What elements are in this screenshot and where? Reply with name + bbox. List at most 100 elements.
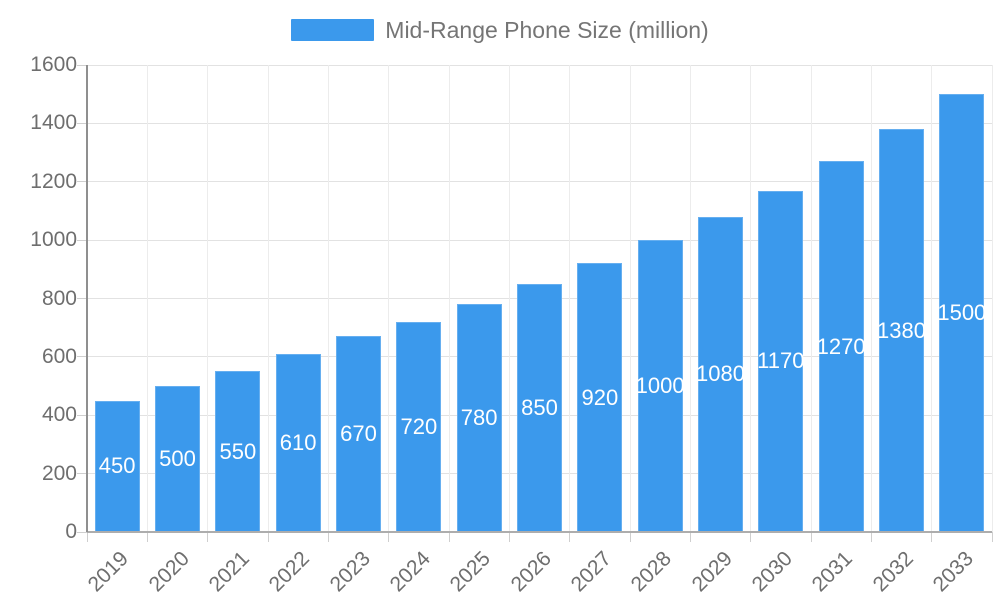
x-axis-label-text: 2033 [928, 547, 979, 597]
bar-2024[interactable] [396, 321, 442, 532]
x-axis-tick [86, 532, 88, 542]
x-axis-label-text: 2030 [747, 547, 798, 597]
y-axis-label: 600 [41, 344, 77, 368]
y-axis-label: 0 [65, 520, 77, 543]
v-gridline [689, 65, 691, 532]
bar-value-label: 1270 [816, 333, 866, 359]
v-gridline [207, 65, 209, 532]
y-axis-tick [77, 414, 87, 416]
x-axis-tick [810, 532, 812, 542]
bar-value-label: 1000 [635, 373, 685, 399]
v-gridline [569, 65, 571, 532]
bar-value-label: 1500 [937, 300, 987, 326]
bar-2021[interactable] [215, 371, 261, 532]
v-gridline [870, 65, 872, 532]
plot-area: 0 200 400 600 800 1000 1200 1400 1600 450 2019 500 2… [30, 54, 993, 596]
x-axis-label-text: 2026 [506, 547, 556, 597]
x-axis-label-text: 2022 [265, 547, 315, 597]
y-axis-tick [77, 239, 87, 241]
x-axis-tick [508, 532, 510, 542]
y-axis-line [86, 65, 88, 532]
bar-2031[interactable] [818, 161, 864, 532]
x-axis-tick [267, 532, 269, 542]
bar-2032[interactable] [879, 129, 924, 532]
h-gridline [87, 64, 992, 66]
x-axis-label-text: 2025 [446, 547, 496, 597]
bar-value-label: 1380 [877, 317, 926, 343]
bar-2023[interactable] [336, 336, 381, 532]
legend-label: Mid-Range Phone Size (million) [385, 16, 709, 43]
y-axis-label: 1200 [30, 169, 77, 193]
bar-2033[interactable] [939, 94, 985, 532]
v-gridline [267, 65, 269, 532]
y-axis-tick [77, 181, 87, 183]
x-axis-tick [569, 532, 571, 542]
x-axis-label-text: 2023 [325, 547, 375, 597]
x-axis-label-text: 2029 [687, 547, 737, 597]
y-axis-label: 200 [41, 461, 77, 485]
bar-value-label: 610 [279, 429, 317, 455]
bar-2030[interactable] [758, 190, 804, 532]
x-axis-tick [991, 532, 993, 542]
x-axis-tick [750, 532, 752, 542]
y-axis-tick [77, 64, 87, 66]
v-gridline [388, 65, 390, 532]
x-axis-tick [689, 532, 691, 542]
x-axis-label-text: 2024 [385, 547, 436, 597]
bar-2020[interactable] [155, 386, 200, 532]
x-axis-label-text: 2031 [808, 547, 858, 597]
legend[interactable]: Mid-Range Phone Size (million) [0, 14, 1000, 46]
x-axis-tick [327, 532, 329, 542]
bar-value-label: 720 [400, 413, 438, 439]
bar-2027[interactable] [577, 263, 623, 532]
bar-value-label: 450 [98, 453, 136, 479]
x-axis-label-text: 2019 [84, 547, 134, 597]
y-axis-tick [77, 531, 87, 533]
v-gridline [629, 65, 631, 532]
v-gridline [146, 65, 148, 532]
y-axis-tick [77, 473, 87, 475]
x-axis-tick [448, 532, 450, 542]
v-gridline [991, 65, 993, 532]
x-axis-tick [629, 532, 631, 542]
h-gridline [87, 239, 992, 241]
x-axis-line [87, 531, 992, 533]
bar-value-label: 550 [219, 438, 257, 464]
bar-2019[interactable] [94, 400, 140, 532]
y-axis-tick [77, 298, 87, 299]
bar-value-label: 1170 [757, 348, 805, 374]
v-gridline [508, 65, 510, 532]
x-axis-tick [388, 532, 390, 542]
bar-value-label: 500 [159, 446, 196, 472]
x-axis-label-text: 2020 [144, 547, 194, 597]
y-axis-label: 1600 [30, 53, 77, 76]
y-axis-label: 1000 [30, 228, 77, 252]
bar-value-label: 780 [460, 405, 498, 431]
bar-2029[interactable] [698, 216, 743, 532]
x-axis-tick [207, 532, 209, 542]
bar-value-label: 850 [521, 394, 558, 420]
bar-2026[interactable] [517, 283, 562, 532]
x-axis-tick [931, 532, 933, 542]
bar-value-label: 920 [581, 384, 619, 410]
bar-2028[interactable] [637, 240, 683, 532]
bar-2022[interactable] [275, 353, 321, 532]
x-axis-tick [146, 532, 148, 542]
h-gridline [87, 122, 992, 124]
x-axis-label-text: 2032 [868, 547, 918, 597]
legend-color-swatch [291, 19, 375, 41]
v-gridline [327, 65, 329, 532]
y-axis-label: 400 [41, 403, 77, 427]
y-axis-tick [77, 356, 87, 358]
y-axis-tick [77, 122, 87, 124]
v-gridline [931, 65, 933, 532]
bar-2025[interactable] [456, 304, 502, 532]
x-axis-label-text: 2021 [204, 547, 255, 597]
x-axis-label-text: 2027 [566, 547, 617, 597]
v-gridline [750, 65, 752, 532]
v-gridline [448, 65, 450, 532]
x-axis-label-text: 2028 [627, 547, 677, 597]
h-gridline [87, 181, 992, 183]
v-gridline [810, 65, 812, 532]
